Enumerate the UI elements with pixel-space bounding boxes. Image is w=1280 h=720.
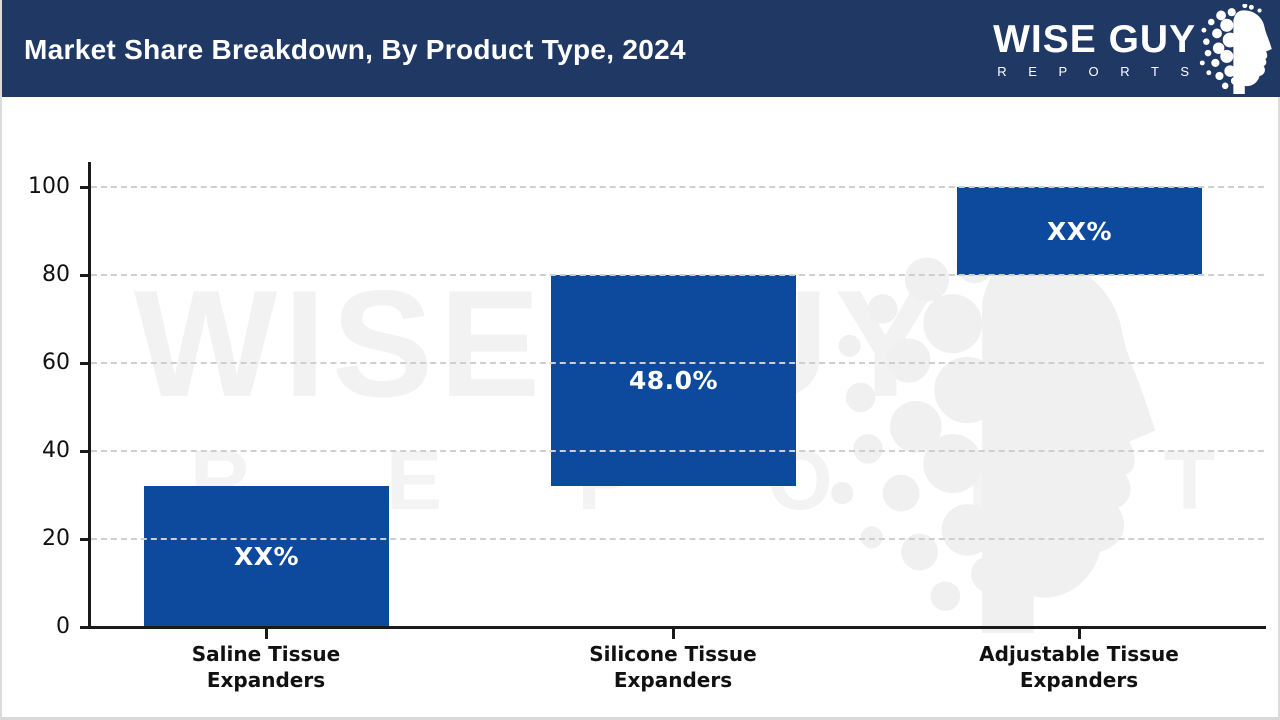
gridline-80: [91, 274, 1264, 276]
y-tick: [80, 538, 89, 541]
bar-saline-tissue-expanders: XX%: [144, 486, 389, 627]
logo-reports: R E P O R T S: [997, 63, 1198, 79]
x-axis-line: [88, 626, 1266, 629]
y-tick-label: 0: [56, 614, 70, 639]
y-tick: [80, 626, 89, 629]
category-line1: Saline Tissue: [191, 642, 341, 666]
x-tick: [1078, 629, 1081, 639]
y-tick: [80, 450, 89, 453]
y-tick-label: 20: [42, 526, 70, 551]
bar-value-label: 48.0%: [628, 366, 719, 395]
x-category-label-adjustable: Adjustable Tissue Expanders: [909, 641, 1249, 693]
bar-adjustable-tissue-expanders: XX%: [957, 187, 1202, 275]
category-line1: Silicone Tissue: [589, 642, 757, 666]
page-title: Market Share Breakdown, By Product Type,…: [24, 34, 686, 65]
x-category-label-silicone: Silicone Tissue Expanders: [503, 641, 843, 693]
y-tick-label: 40: [42, 438, 70, 463]
y-axis-line: [88, 162, 91, 629]
bar-silicone-tissue-expanders: 48.0%: [551, 275, 796, 486]
gridline-20: [91, 538, 1264, 540]
gridline-60: [91, 362, 1264, 364]
x-tick: [672, 629, 675, 639]
logo-wordmark: WISE GUY: [993, 17, 1197, 61]
wise-guy-reports-logo: WISE GUY R E P O R T S: [991, 4, 1278, 94]
category-line2: Expanders: [206, 668, 326, 692]
header-bar: Market Share Breakdown, By Product Type,…: [2, 0, 1280, 97]
y-tick: [80, 186, 89, 189]
gridline-40: [91, 450, 1264, 452]
gridline-100: [91, 186, 1264, 188]
bar-value-label: XX%: [1046, 216, 1113, 246]
y-tick-label: 80: [42, 262, 70, 287]
y-tick-label: 100: [28, 174, 70, 199]
category-line2: Expanders: [1019, 668, 1139, 692]
x-category-label-saline: Saline Tissue Expanders: [96, 641, 436, 693]
watermark-head-icon: [797, 228, 1182, 633]
category-line1: Adjustable Tissue: [979, 642, 1179, 666]
y-tick-label: 60: [42, 350, 70, 375]
watermark-wordmark: WISE GUY: [134, 259, 943, 429]
logo-text: WISE GUY R E P O R T S: [991, 20, 1198, 79]
category-line2: Expanders: [613, 668, 733, 692]
y-tick: [80, 362, 89, 365]
logo-head-icon: [1192, 4, 1278, 94]
bar-value-label: XX%: [233, 542, 300, 571]
x-tick: [265, 629, 268, 639]
y-tick: [80, 274, 89, 277]
